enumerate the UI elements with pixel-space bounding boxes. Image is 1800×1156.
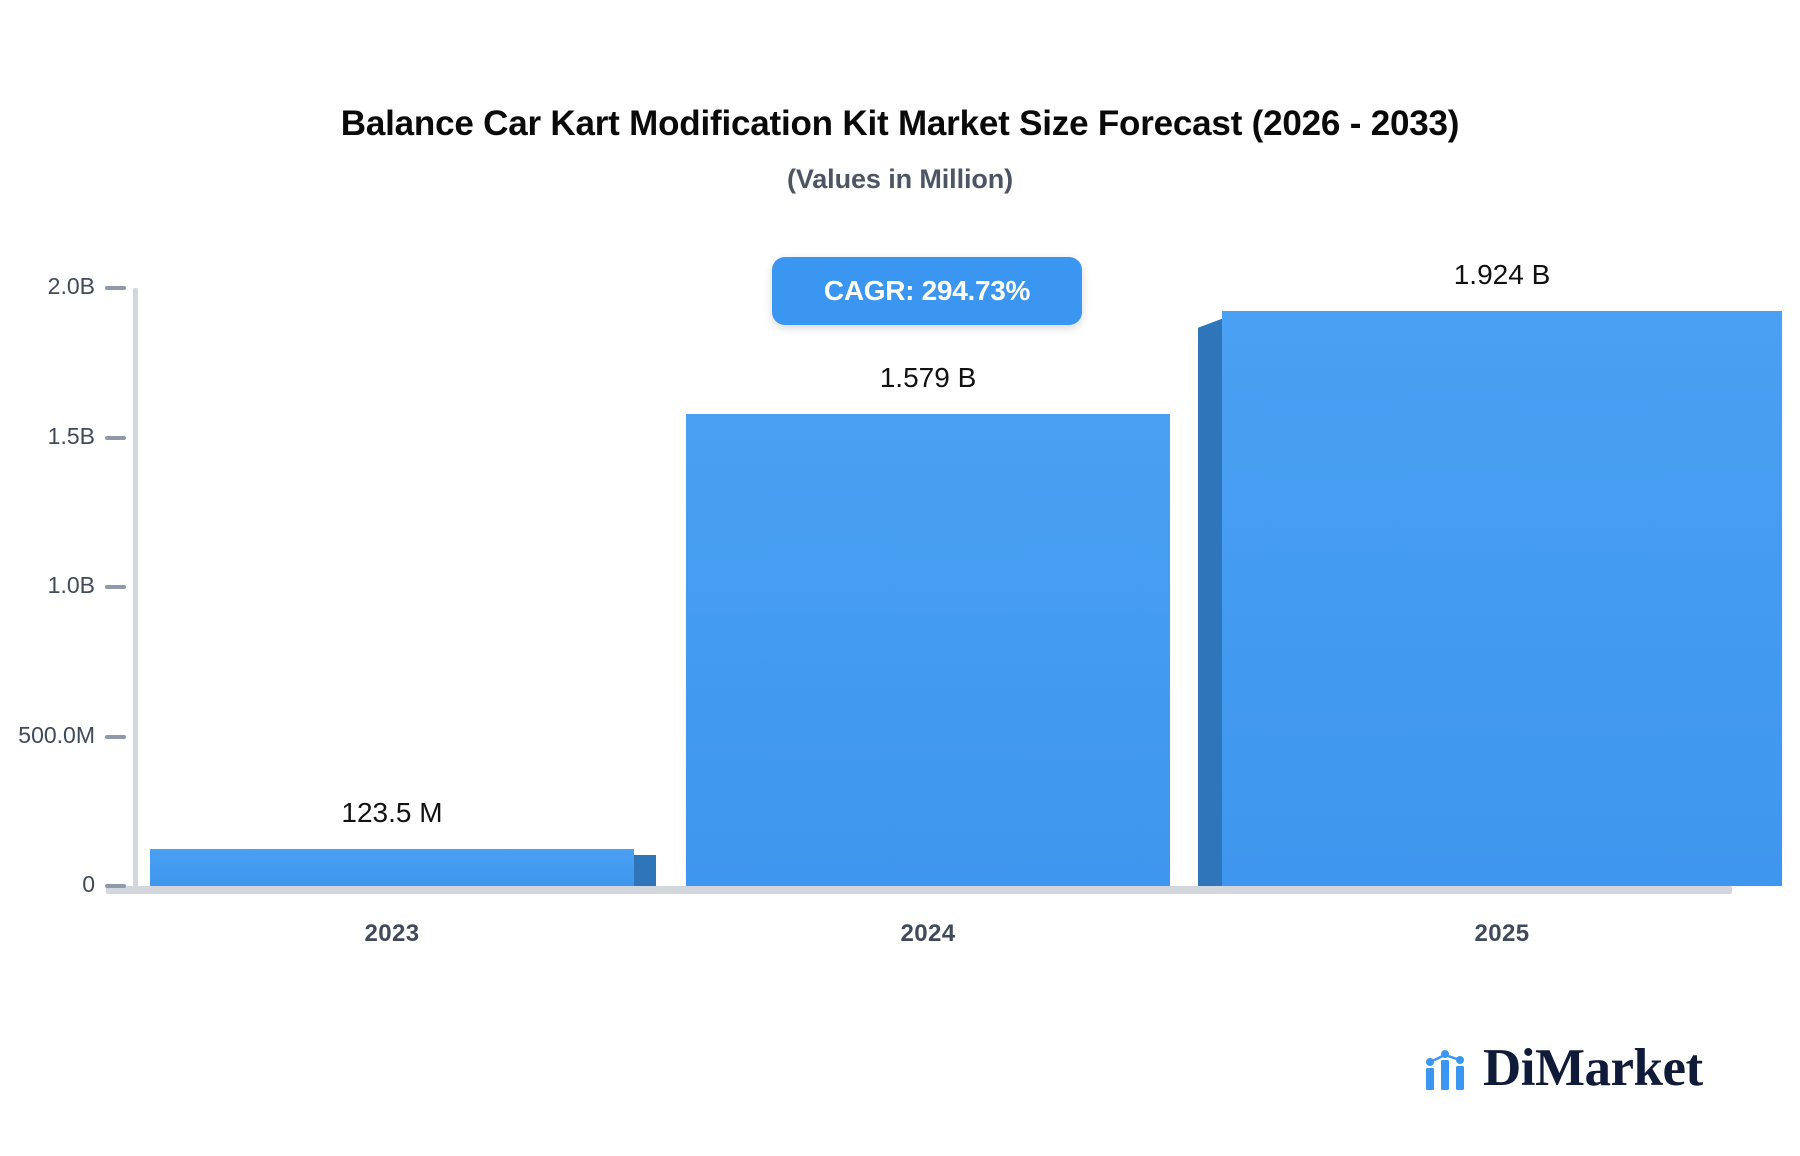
bar-face [150, 849, 634, 886]
brand-logo: DiMarket [1424, 1042, 1703, 1095]
brand-name: DiMarket [1483, 1039, 1703, 1097]
y-tick-label: 500.0M [18, 721, 95, 748]
y-axis-line [133, 288, 138, 888]
bar-chart-logo-icon [1424, 1046, 1470, 1092]
chart-subtitle: (Values in Million) [786, 164, 1014, 194]
bar-side-shade [634, 855, 656, 886]
y-tick-label: 1.0B [47, 572, 95, 598]
y-tick-label: 1.5B [47, 422, 95, 449]
bar-value-label: 1.579 B [879, 361, 977, 393]
bar: 1.579 B [686, 362, 1170, 886]
bar-side-shade [1198, 318, 1222, 886]
y-tick-label: 2.0B [47, 273, 95, 299]
y-tick-mark [105, 884, 126, 888]
cagr-badge-label: CAGR: 294.73% [823, 275, 1031, 306]
bar-value-label: 123.5 M [341, 797, 443, 829]
x-axis-line [106, 886, 1732, 894]
y-tick-mark [105, 286, 126, 290]
x-tick-label: 2025 [1474, 920, 1530, 947]
y-tick-label: 0 [82, 871, 95, 897]
x-tick-label: 2023 [364, 920, 420, 947]
y-tick-mark [105, 585, 126, 589]
bar-face [686, 413, 1170, 886]
bar-value-label: 1.924 B [1453, 258, 1551, 290]
bar: 123.5 M [150, 797, 656, 886]
x-tick-label: 2024 [900, 920, 956, 947]
chart-title: Balance Car Kart Modification Kit Market… [340, 104, 1460, 143]
y-tick-mark [105, 435, 126, 440]
cagr-badge: CAGR: 294.73% [772, 257, 1082, 325]
y-tick-mark [105, 734, 126, 739]
bar-face [1222, 310, 1782, 886]
bar: 1.924 B [1198, 259, 1782, 886]
